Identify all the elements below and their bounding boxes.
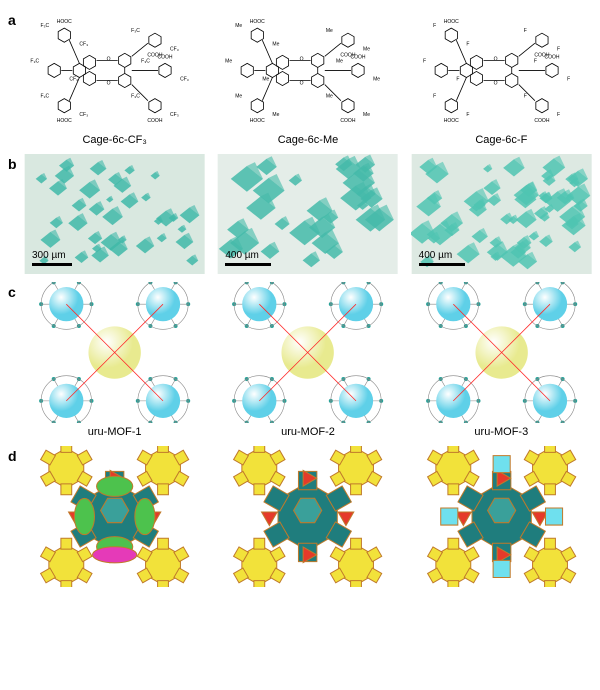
svg-text:F: F [433, 94, 436, 100]
chem-structure: OOFFHOOCFFFFHOOCFFCOOHFFCOOHFFCOOH [411, 10, 592, 130]
svg-text:CF₃: CF₃ [79, 112, 88, 118]
scalebar-line [32, 263, 72, 266]
svg-text:Me: Me [336, 58, 343, 64]
svg-text:F: F [523, 28, 526, 34]
row-label-c: c [8, 282, 24, 300]
svg-text:COOH: COOH [544, 54, 559, 60]
chem-structure: O O Me Me HOOC Me Me Me Me HOOC Me Me COOH Me Me COOH Me… [217, 10, 398, 130]
svg-text:COOH: COOH [147, 118, 162, 124]
scalebar-line [225, 263, 271, 266]
svg-text:O: O [107, 56, 111, 62]
svg-text:F₃C: F₃C [40, 94, 49, 100]
svg-text:Me: Me [225, 58, 232, 64]
crystal-structure-panel: uru-MOF-2 [217, 282, 398, 438]
svg-text:HOOC: HOOC [250, 118, 265, 124]
svg-text:F: F [533, 58, 536, 64]
crystal-caption: uru-MOF-2 [281, 426, 335, 438]
svg-text:Me: Me [273, 41, 280, 47]
svg-text:HOOC: HOOC [250, 19, 265, 25]
svg-text:Me: Me [263, 77, 270, 83]
svg-text:F₃C: F₃C [131, 94, 140, 100]
svg-text:F₃C: F₃C [131, 28, 140, 34]
svg-text:F: F [523, 94, 526, 100]
svg-text:O: O [493, 81, 497, 87]
scalebar-label: 400 µm [225, 250, 259, 261]
svg-text:Me: Me [363, 112, 370, 118]
crystal-caption: uru-MOF-3 [474, 426, 528, 438]
chem-caption: Cage-6c-F [475, 134, 527, 146]
svg-text:Me: Me [236, 94, 243, 100]
topology-tile [24, 446, 205, 586]
scalebar-label: 400 µm [419, 250, 453, 261]
chem-structure-panel: O O F₃C CF₃ HOOC F₃C CF₃ F₃C CF₃ HOOC F₃C CF₃ COOH F₃… [24, 10, 205, 146]
svg-text:Me: Me [236, 23, 243, 29]
svg-text:CF₃: CF₃ [170, 112, 179, 118]
svg-text:Me: Me [363, 46, 370, 52]
svg-text:CF₃: CF₃ [69, 77, 78, 83]
scalebar: 400 µm [225, 250, 271, 266]
svg-text:CF₃: CF₃ [79, 41, 88, 47]
svg-text:COOH: COOH [157, 54, 172, 60]
svg-text:F: F [456, 77, 459, 83]
row-label-a: a [8, 10, 24, 28]
micrograph: 400 µm [217, 154, 398, 274]
svg-text:O: O [493, 56, 497, 62]
svg-text:CF₃: CF₃ [180, 77, 189, 83]
crystal-caption: uru-MOF-1 [88, 426, 142, 438]
svg-text:COOH: COOH [534, 118, 549, 124]
scalebar-line [419, 263, 465, 266]
svg-text:F: F [557, 112, 560, 118]
svg-text:O: O [300, 81, 304, 87]
crystal-structure-panel: uru-MOF-1 [24, 282, 205, 438]
chem-structure-panel: OOFFHOOCFFFFHOOCFFCOOHFFCOOHFFCOOH Cage-… [411, 10, 592, 146]
topology-panel [217, 446, 398, 586]
topology-tile [411, 446, 592, 586]
topology-tile [217, 446, 398, 586]
topology-panel [24, 446, 205, 586]
svg-text:Me: Me [326, 28, 333, 34]
scalebar: 300 µm [32, 250, 72, 266]
crystal-structure [24, 282, 205, 422]
crystal-structure [411, 282, 592, 422]
svg-text:F: F [433, 23, 436, 29]
svg-text:COOH: COOH [351, 54, 366, 60]
svg-text:COOH: COOH [341, 118, 356, 124]
svg-text:Me: Me [373, 77, 380, 83]
svg-text:F: F [466, 41, 469, 47]
svg-text:F: F [423, 58, 426, 64]
svg-text:Me: Me [326, 94, 333, 100]
micrograph-panel: 400 µm [217, 154, 398, 274]
svg-text:HOOC: HOOC [443, 19, 458, 25]
row-label-d: d [8, 446, 24, 464]
svg-text:F: F [466, 112, 469, 118]
row-label-b: b [8, 154, 24, 172]
svg-text:HOOC: HOOC [57, 19, 72, 25]
svg-text:O: O [107, 81, 111, 87]
svg-text:F₃C: F₃C [141, 58, 150, 64]
chem-structure-panel: O O Me Me HOOC Me Me Me Me HOOC Me Me COOH Me Me COOH Me… [217, 10, 398, 146]
micrograph-panel: 300 µm [24, 154, 205, 274]
micrograph-panel: 400 µm [411, 154, 592, 274]
svg-text:Me: Me [273, 112, 280, 118]
svg-text:CF₃: CF₃ [170, 46, 179, 52]
crystal-structure [217, 282, 398, 422]
chem-caption: Cage-6c-Me [278, 134, 339, 146]
micrograph: 400 µm [411, 154, 592, 274]
scalebar-label: 300 µm [32, 250, 66, 261]
svg-text:O: O [300, 56, 304, 62]
svg-text:F: F [567, 77, 570, 83]
svg-text:F₃C: F₃C [40, 23, 49, 29]
crystal-structure-panel: uru-MOF-3 [411, 282, 592, 438]
scalebar: 400 µm [419, 250, 465, 266]
micrograph: 300 µm [24, 154, 205, 274]
chem-caption: Cage-6c-CF₃ [82, 134, 146, 146]
svg-text:F₃C: F₃C [30, 58, 39, 64]
svg-text:HOOC: HOOC [443, 118, 458, 124]
chem-structure: O O F₃C CF₃ HOOC F₃C CF₃ F₃C CF₃ HOOC F₃C CF₃ COOH F₃… [24, 10, 205, 130]
svg-text:HOOC: HOOC [57, 118, 72, 124]
topology-panel [411, 446, 592, 586]
svg-text:F: F [557, 46, 560, 52]
